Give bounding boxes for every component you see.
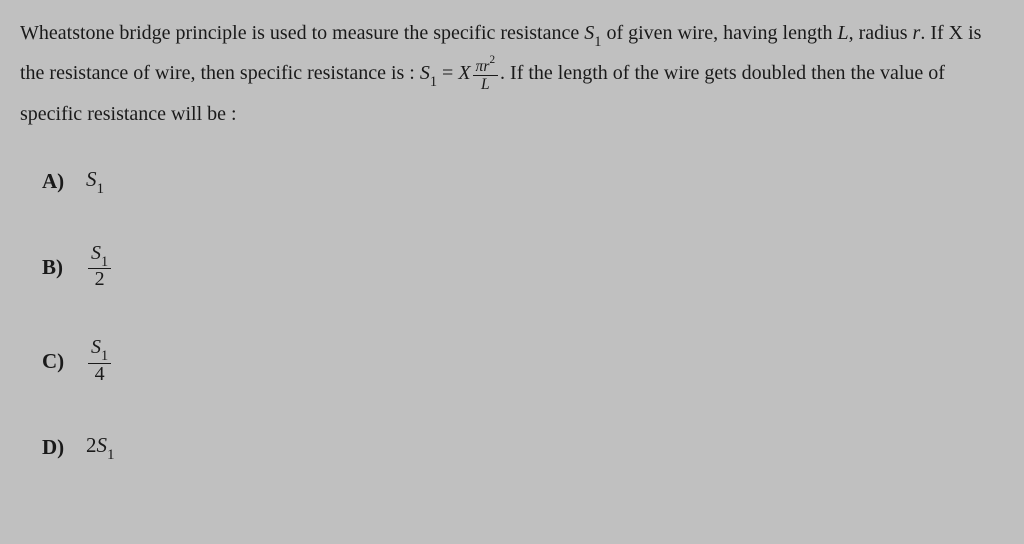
option-a-label: A) — [42, 169, 70, 194]
var-s1-base: S — [584, 22, 594, 44]
page-container: Wheatstone bridge principle is used to m… — [0, 0, 1024, 472]
option-d-label: D) — [42, 435, 70, 460]
option-c-label: C) — [42, 349, 70, 374]
var-length: L — [838, 22, 849, 44]
question-text: Wheatstone bridge principle is used to m… — [20, 14, 1004, 133]
option-c-num: S1 — [88, 338, 111, 363]
option-c-fraction: S1 4 — [88, 338, 111, 384]
question-part2: of given wire, having length — [601, 22, 837, 44]
option-c-den: 4 — [92, 364, 108, 385]
var-s1-sub: 1 — [594, 34, 601, 50]
question-part3: , radius — [849, 22, 913, 44]
option-d-base: S — [97, 433, 108, 457]
option-c-num-sub: 1 — [101, 348, 108, 364]
eq-fraction: πr2L — [473, 57, 499, 93]
option-d[interactable]: D) 2S1 — [42, 433, 1004, 462]
eq-lhs-sub: 1 — [430, 74, 437, 90]
option-d-sub: 1 — [107, 447, 115, 463]
eq-lhs-base: S — [420, 62, 430, 84]
question-part1: Wheatstone bridge principle is used to m… — [20, 22, 584, 44]
option-d-value: 2S1 — [86, 433, 115, 462]
eq-eqsign: = — [437, 62, 458, 84]
option-a-value: S1 — [86, 167, 104, 196]
option-a-base: S — [86, 167, 97, 191]
options-list: A) S1 B) S1 2 C) S1 4 D) 2S1 — [20, 167, 1004, 462]
option-d-coef: 2 — [86, 433, 97, 457]
eq-frac-den: L — [478, 76, 493, 93]
option-b-label: B) — [42, 255, 70, 280]
option-b-num-base: S — [91, 242, 101, 264]
option-c[interactable]: C) S1 4 — [42, 338, 1004, 384]
eq-frac-num-text: πr — [476, 58, 490, 75]
option-b-num-sub: 1 — [101, 254, 108, 270]
option-b[interactable]: B) S1 2 — [42, 244, 1004, 290]
option-b-den: 2 — [92, 269, 108, 290]
option-c-num-base: S — [91, 336, 101, 358]
option-b-fraction: S1 2 — [88, 244, 111, 290]
option-a[interactable]: A) S1 — [42, 167, 1004, 196]
eq-rhs-x: X — [458, 62, 470, 84]
option-a-sub: 1 — [97, 181, 105, 197]
eq-frac-num-sup: 2 — [489, 54, 495, 66]
option-b-num: S1 — [88, 244, 111, 269]
eq-frac-num: πr2 — [473, 57, 499, 77]
